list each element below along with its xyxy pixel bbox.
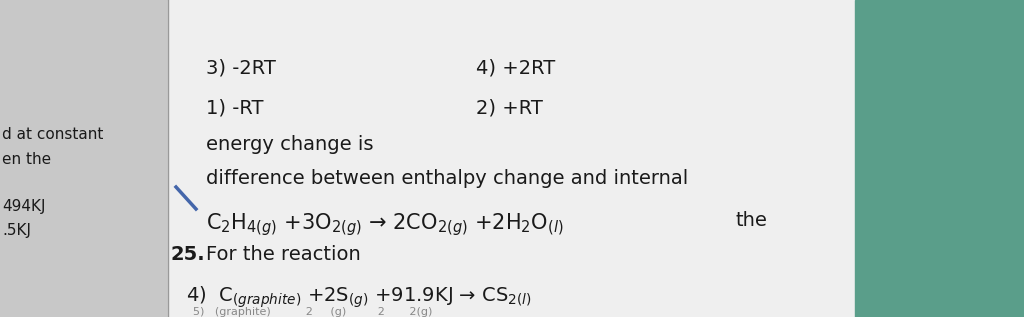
Text: 25.: 25. xyxy=(171,245,206,264)
Bar xyxy=(855,0,1024,317)
Text: difference between enthalpy change and internal: difference between enthalpy change and i… xyxy=(206,169,688,188)
Text: 1) -RT: 1) -RT xyxy=(206,99,263,118)
Bar xyxy=(168,0,855,317)
Text: 5)   (graphite)          2     (g)         2       2(g): 5) (graphite) 2 (g) 2 2(g) xyxy=(193,307,432,317)
Text: .5KJ: .5KJ xyxy=(2,223,31,238)
Text: 2) +RT: 2) +RT xyxy=(476,99,543,118)
Text: 4) +2RT: 4) +2RT xyxy=(476,59,555,78)
Bar xyxy=(0,0,168,317)
Text: 4)  C$_{(graphite)}$ +2S$_{(g)}$ +91.9KJ → CS$_{2(l)}$: 4) C$_{(graphite)}$ +2S$_{(g)}$ +91.9KJ … xyxy=(186,285,531,310)
Text: 494KJ: 494KJ xyxy=(2,199,45,214)
Text: d at constant: d at constant xyxy=(2,127,103,142)
Text: 3) -2RT: 3) -2RT xyxy=(206,59,275,78)
Text: en the: en the xyxy=(2,152,51,167)
Text: For the reaction: For the reaction xyxy=(206,245,360,264)
Text: C$_2$H$_{4(g)}$ +3O$_{2(g)}$ → 2CO$_{2(g)}$ +2H$_2$O$_{(l)}$: C$_2$H$_{4(g)}$ +3O$_{2(g)}$ → 2CO$_{2(g… xyxy=(206,211,563,238)
Text: the: the xyxy=(736,211,768,230)
Text: energy change is: energy change is xyxy=(206,135,374,154)
